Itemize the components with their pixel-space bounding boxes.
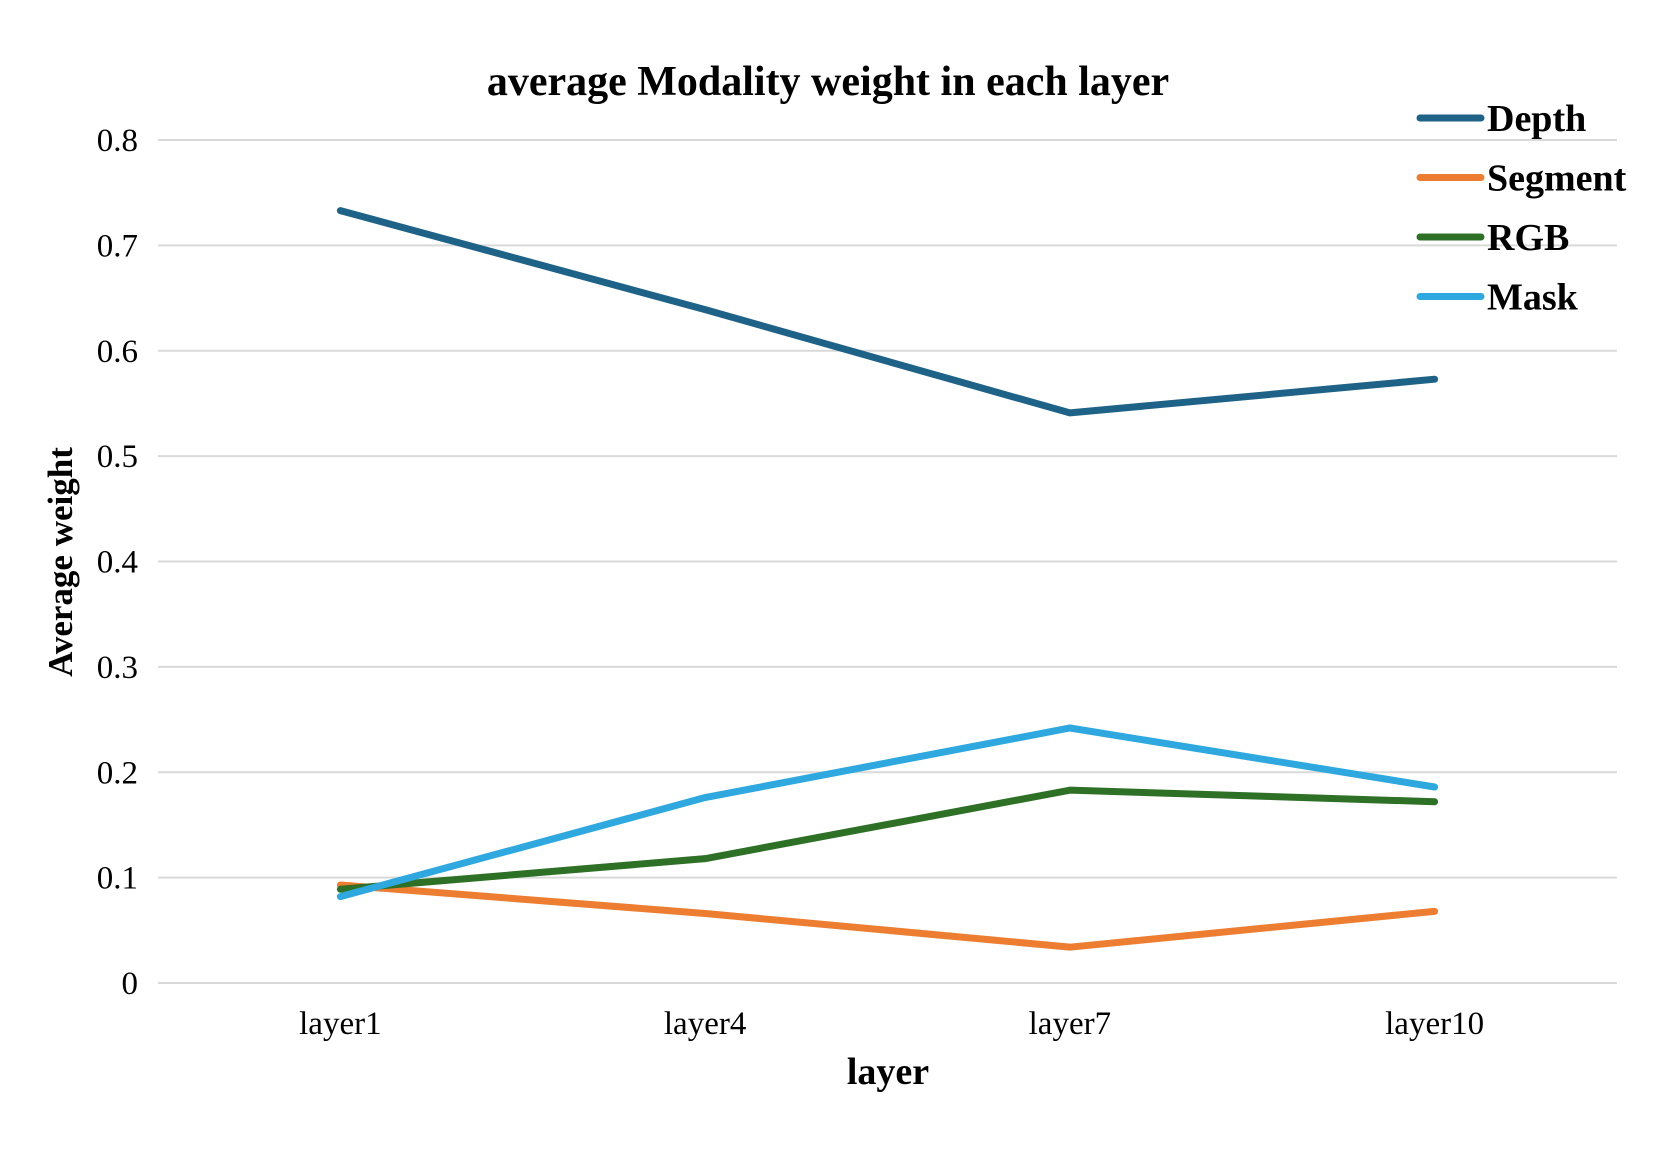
gridlines <box>158 139 1617 984</box>
y-tick-label: 0.4 <box>97 545 138 581</box>
x-tick-label: layer1 <box>299 1006 381 1042</box>
series-line-rgb <box>336 786 1439 893</box>
legend-label: Segment <box>1487 158 1627 200</box>
legend-item-segment: Segment <box>1416 158 1627 200</box>
y-tick-label: 0 <box>122 966 139 1002</box>
legend: Depth Segment RGB Mask <box>1416 98 1627 319</box>
y-axis-label: Average weight <box>41 447 80 677</box>
series-line-segment <box>336 881 1439 951</box>
y-tick-label: 0.7 <box>97 228 138 264</box>
x-axis-label: layer <box>847 1051 929 1093</box>
chart-title: average Modality weight in each layer <box>487 59 1169 105</box>
legend-item-mask: Mask <box>1416 277 1579 319</box>
legend-item-depth: Depth <box>1416 98 1586 140</box>
y-tick-label: 0.6 <box>97 334 138 370</box>
legend-item-rgb: RGB <box>1416 217 1569 259</box>
x-tick-label: layer10 <box>1385 1006 1484 1042</box>
y-tick-label: 0.2 <box>97 755 138 791</box>
y-tick-label: 0.8 <box>97 123 138 159</box>
y-tick-label: 0.1 <box>97 861 138 897</box>
y-tick-label: 0.3 <box>97 650 138 686</box>
x-tick-labels: layer1 layer4 layer7 layer10 <box>299 1006 1484 1042</box>
y-tick-label: 0.5 <box>97 439 138 475</box>
x-tick-label: layer7 <box>1029 1006 1111 1042</box>
x-tick-label: layer4 <box>664 1006 746 1042</box>
legend-label: Mask <box>1487 277 1579 319</box>
series-lines <box>336 207 1439 951</box>
series-line-depth <box>336 207 1439 417</box>
y-tick-labels: 0 0.1 0.2 0.3 0.4 0.5 0.6 0.7 0.8 <box>97 123 138 1002</box>
legend-label: RGB <box>1487 217 1569 259</box>
legend-label: Depth <box>1487 98 1586 140</box>
series-line-mask <box>336 724 1439 901</box>
